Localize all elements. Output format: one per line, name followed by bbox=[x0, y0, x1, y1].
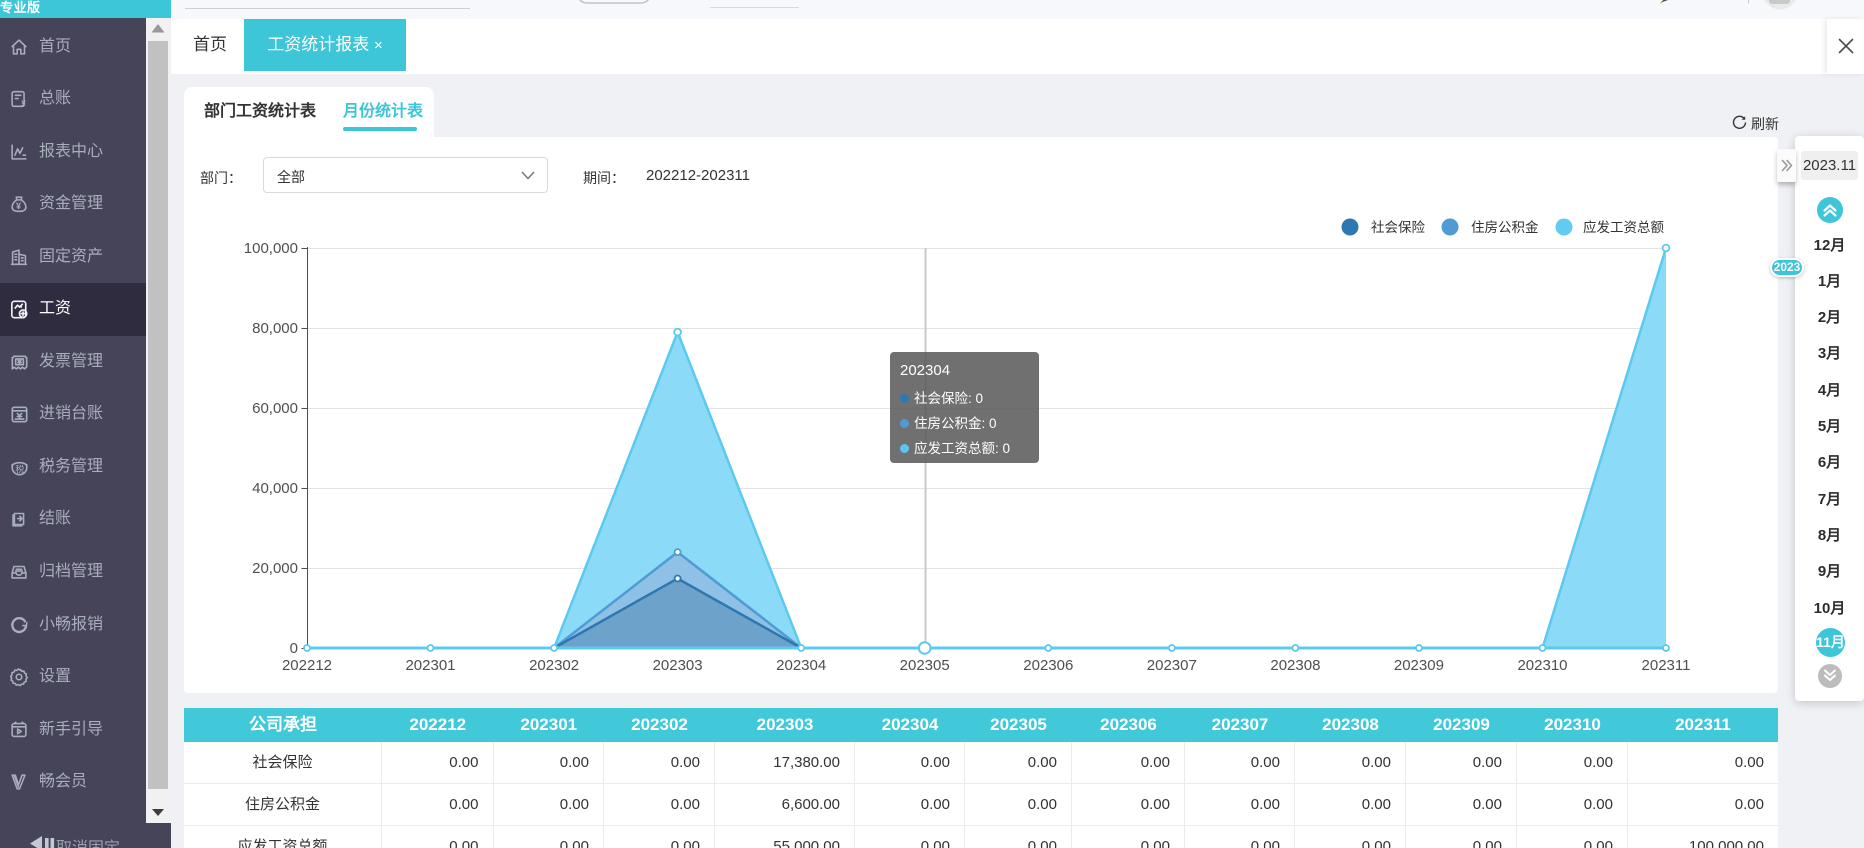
svg-text:应发工资总额: 应发工资总额 bbox=[1583, 219, 1664, 235]
svg-text:202303: 202303 bbox=[653, 657, 703, 674]
svg-text:202309: 202309 bbox=[1394, 657, 1444, 674]
svg-text:202212: 202212 bbox=[282, 657, 332, 674]
svg-text:202304: 202304 bbox=[776, 657, 826, 674]
svg-text:80,000: 80,000 bbox=[252, 320, 298, 337]
svg-text:202306: 202306 bbox=[1023, 657, 1073, 674]
svg-text:60,000: 60,000 bbox=[252, 400, 298, 417]
svg-text:202308: 202308 bbox=[1270, 657, 1320, 674]
svg-text:202301: 202301 bbox=[405, 657, 455, 674]
svg-text:0: 0 bbox=[290, 640, 298, 657]
svg-text:税: 税 bbox=[15, 463, 24, 474]
svg-text:40,000: 40,000 bbox=[252, 480, 298, 497]
svg-text:20,000: 20,000 bbox=[252, 560, 298, 577]
svg-text:202310: 202310 bbox=[1517, 657, 1567, 674]
svg-text:202307: 202307 bbox=[1147, 657, 1197, 674]
svg-text:202311: 202311 bbox=[1642, 657, 1691, 674]
svg-text:住房公积金: 住房公积金 bbox=[1471, 220, 1539, 235]
svg-text:202302: 202302 bbox=[529, 657, 579, 674]
svg-text:202305: 202305 bbox=[900, 657, 950, 674]
svg-text:社会保险: 社会保险 bbox=[1371, 220, 1425, 235]
svg-text:¥: ¥ bbox=[21, 99, 26, 108]
svg-text:¥: ¥ bbox=[16, 201, 22, 211]
svg-text:100,000: 100,000 bbox=[244, 240, 298, 257]
